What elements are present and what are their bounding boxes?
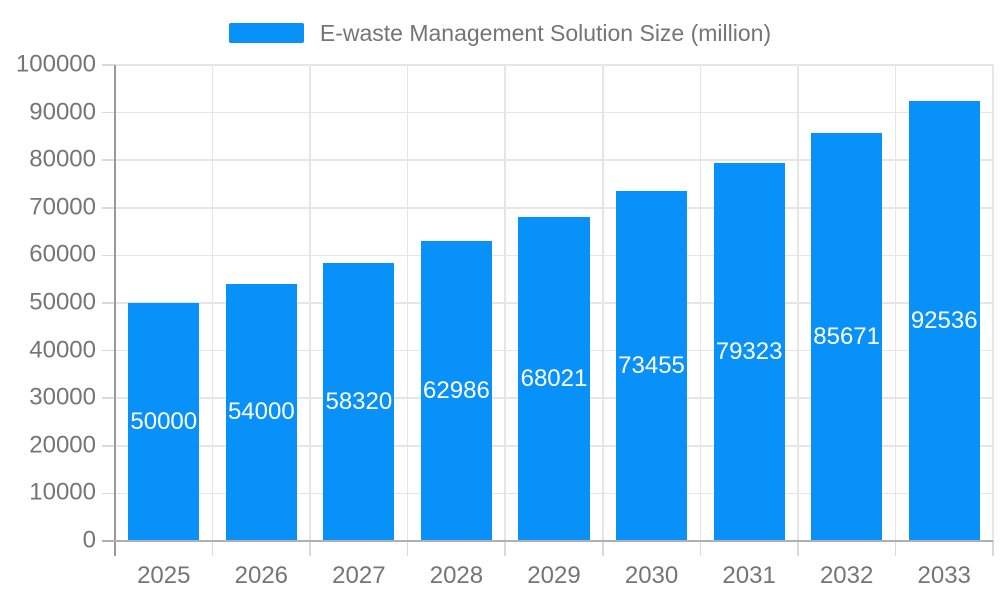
legend-label: E-waste Management Solution Size (millio… — [319, 19, 772, 46]
x-gridline — [894, 65, 897, 541]
y-axis-tick — [102, 207, 115, 209]
y-axis-tick — [102, 492, 115, 495]
bar-value-label: 79323 — [715, 338, 783, 366]
bar-2031[interactable]: 79323 — [713, 163, 785, 541]
x-axis-line — [102, 540, 993, 542]
y-axis-tick — [102, 445, 115, 447]
x-gridline — [797, 65, 799, 541]
x-axis-tick-label: 2026 — [234, 562, 289, 589]
y-axis-tick-label: 30000 — [29, 383, 96, 411]
x-gridline — [504, 65, 506, 541]
legend-swatch-icon — [228, 23, 304, 43]
x-axis-tick-label: 2027 — [332, 562, 386, 589]
x-axis-tick — [504, 541, 506, 556]
x-axis-tick-label: 2025 — [137, 562, 191, 589]
bar-2030[interactable]: 73455 — [615, 191, 688, 541]
legend[interactable]: E-waste Management Solution Size (millio… — [0, 19, 1000, 47]
y-axis-tick — [102, 111, 115, 114]
x-axis-tick — [114, 541, 116, 556]
x-axis-tick — [309, 541, 311, 556]
x-axis-tick-label: 2028 — [429, 562, 484, 589]
x-axis-tick — [797, 541, 799, 556]
bar-value-label: 73455 — [618, 352, 685, 380]
x-gridline — [602, 65, 604, 541]
y-axis-tick-label: 100000 — [15, 50, 96, 78]
bar-2026[interactable]: 54000 — [225, 283, 297, 541]
x-axis-tick-label: 2029 — [527, 562, 581, 589]
bar-value-label: 58320 — [325, 388, 393, 416]
y-gridline — [115, 111, 993, 114]
bar-2025[interactable]: 50000 — [128, 303, 200, 541]
bar-value-label: 92536 — [910, 306, 978, 334]
x-axis-tick — [699, 541, 702, 556]
x-gridline — [699, 65, 702, 541]
y-gridline — [115, 64, 993, 66]
x-axis-tick — [894, 541, 897, 556]
x-axis-tick-label: 2030 — [624, 562, 679, 589]
y-axis-line — [114, 65, 116, 541]
x-axis-tick — [406, 541, 409, 556]
x-axis-tick-label: 2031 — [722, 562, 776, 589]
y-gridline — [115, 159, 993, 161]
y-axis-tick-label: 80000 — [29, 145, 96, 173]
x-gridline — [406, 65, 409, 541]
x-axis-tick — [992, 541, 994, 556]
y-axis-tick — [102, 64, 115, 66]
bar-2032[interactable]: 85671 — [811, 133, 883, 541]
y-axis-tick — [102, 254, 115, 257]
x-axis-tick-label: 2033 — [917, 562, 971, 589]
y-axis-tick — [102, 302, 115, 304]
bar-2028[interactable]: 62986 — [420, 241, 493, 541]
bar-2029[interactable]: 68021 — [518, 217, 590, 541]
y-axis-tick — [102, 159, 115, 161]
y-axis-tick-label: 70000 — [29, 193, 96, 221]
y-axis-tick — [102, 397, 115, 399]
bar-value-label: 54000 — [227, 398, 295, 426]
x-gridline — [211, 65, 214, 541]
bar-2027[interactable]: 58320 — [323, 263, 395, 541]
y-axis-tick-label: 60000 — [29, 240, 96, 268]
bar-value-label: 50000 — [130, 408, 198, 435]
x-gridline — [992, 65, 994, 541]
x-gridline — [309, 65, 311, 541]
bar-value-label: 85671 — [813, 323, 881, 351]
y-axis-tick-label: 20000 — [29, 431, 96, 459]
y-axis-tick-label: 50000 — [29, 288, 96, 316]
x-axis-tick-label: 2032 — [819, 562, 874, 589]
bar-value-label: 62986 — [423, 377, 490, 405]
y-axis-tick-label: 0 — [82, 526, 96, 554]
x-axis-tick — [211, 541, 214, 556]
y-axis-tick-label: 90000 — [29, 98, 96, 126]
bar-2033[interactable]: 92536 — [908, 100, 980, 541]
y-axis-tick — [102, 349, 115, 352]
y-gridline — [115, 207, 993, 209]
x-axis-tick — [602, 541, 604, 556]
y-axis-tick-label: 10000 — [29, 478, 96, 506]
y-axis-tick-label: 40000 — [29, 336, 96, 364]
bar-value-label: 68021 — [520, 365, 588, 393]
